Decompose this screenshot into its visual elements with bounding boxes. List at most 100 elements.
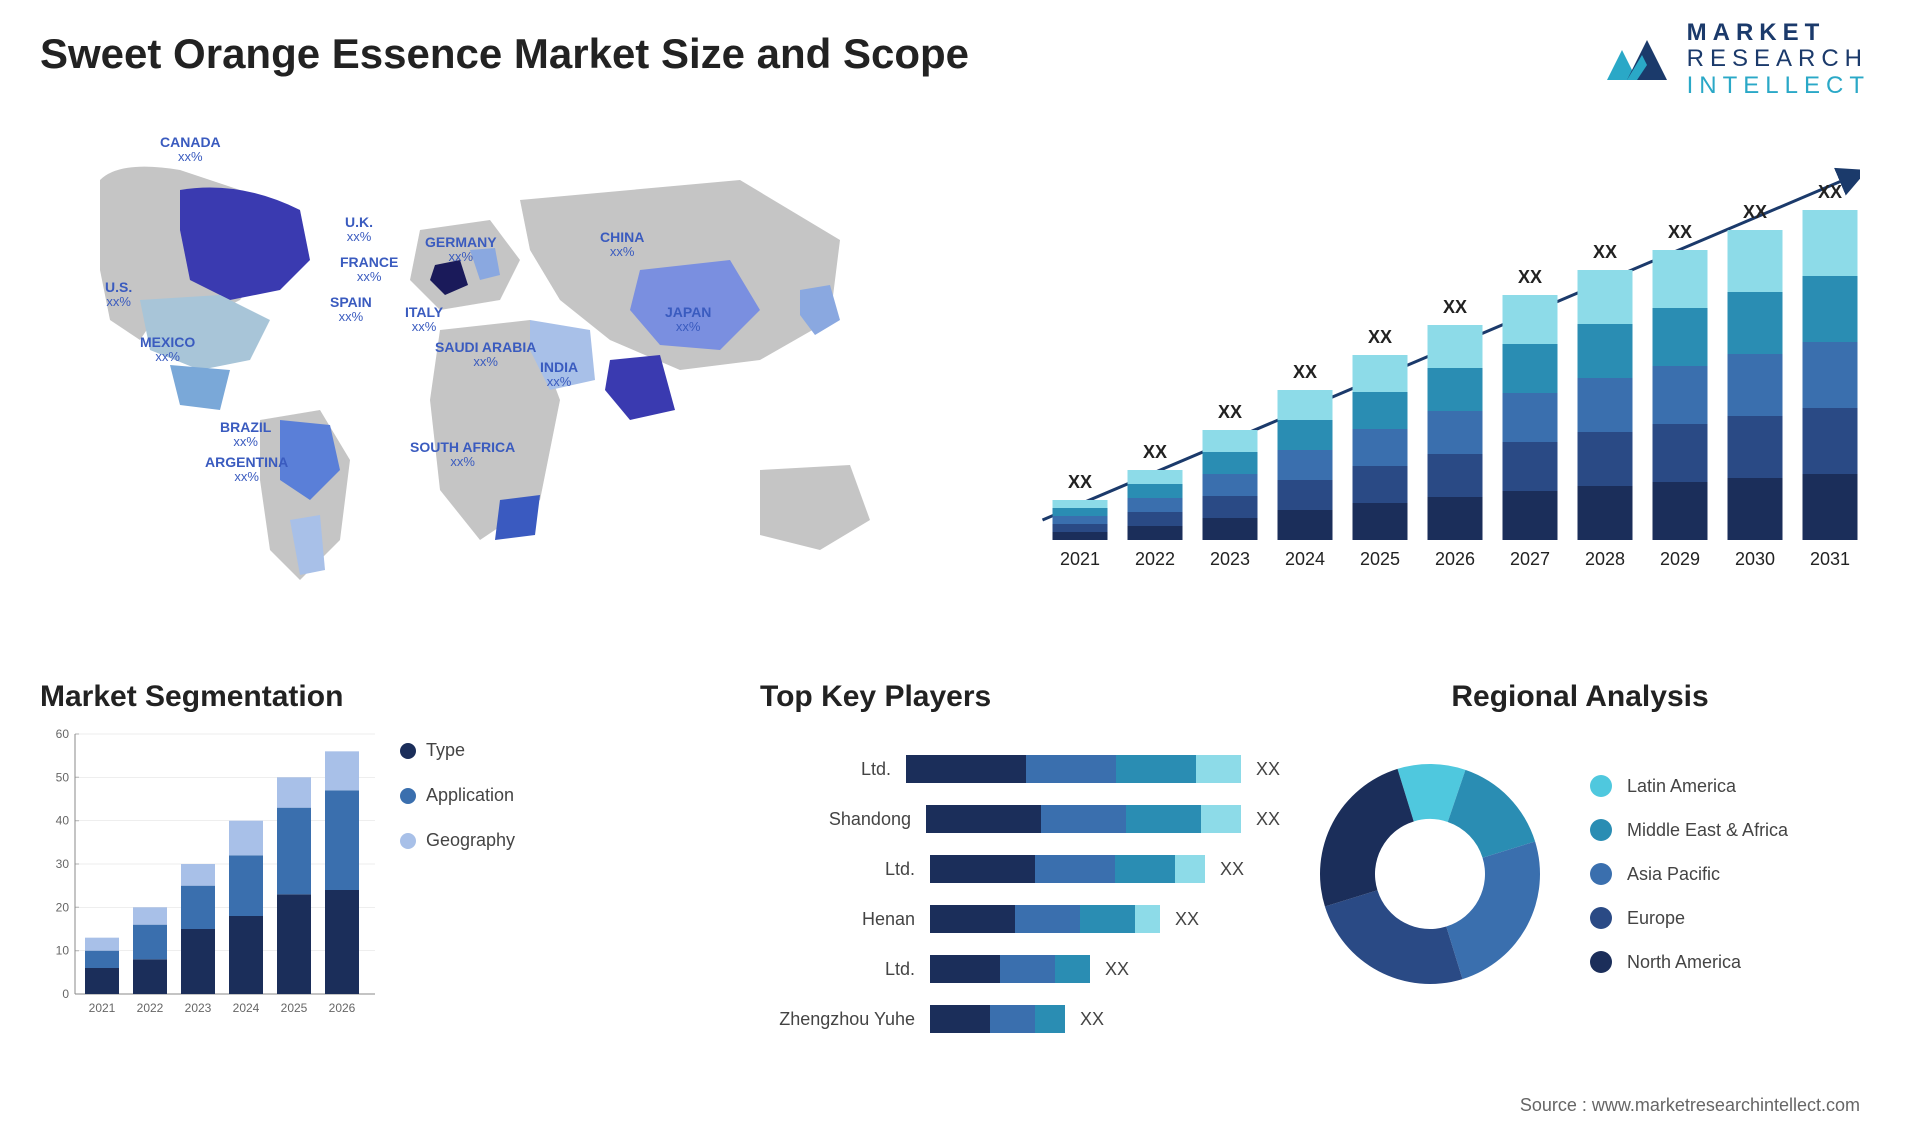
map-label-india: INDIAxx% (540, 360, 578, 390)
market-size-chart: XX 2021 XX 2022 XX 2023 XX 2024 XX 2025 XX 2026 XX 20… (1010, 150, 1860, 580)
svg-text:50: 50 (56, 770, 70, 784)
map-label-mexico: MEXICOxx% (140, 335, 195, 365)
regional-legend-item: Europe (1590, 907, 1788, 929)
svg-text:XX: XX (1143, 442, 1167, 462)
regional-legend-item: Latin America (1590, 775, 1788, 797)
svg-text:40: 40 (56, 814, 70, 828)
key-player-row: Ltd. XX (760, 844, 1280, 894)
key-player-value: XX (1256, 759, 1280, 780)
svg-text:60: 60 (56, 727, 70, 741)
key-player-value: XX (1256, 809, 1280, 830)
key-player-bar (930, 955, 1090, 983)
map-label-argentina: ARGENTINAxx% (205, 455, 288, 485)
source-credit: Source : www.marketresearchintellect.com (1520, 1095, 1860, 1116)
svg-text:XX: XX (1743, 202, 1767, 222)
svg-text:2025: 2025 (1360, 549, 1400, 569)
svg-text:2024: 2024 (1285, 549, 1325, 569)
map-label-spain: SPAINxx% (330, 295, 372, 325)
segmentation-title: Market Segmentation (40, 680, 560, 714)
svg-text:XX: XX (1518, 267, 1542, 287)
key-players-section: Top Key Players Ltd.XXShandongXXLtd.XXHe… (760, 680, 1280, 1044)
regional-legend: Latin America Middle East & Africa Asia Pa… (1590, 775, 1788, 973)
key-player-bar (930, 855, 1205, 883)
key-player-label: Ltd. (760, 759, 906, 780)
key-player-label: Shandong (760, 809, 926, 830)
key-player-value: XX (1220, 859, 1244, 880)
svg-text:2023: 2023 (1210, 549, 1250, 569)
key-player-bar (926, 805, 1241, 833)
page-title: Sweet Orange Essence Market Size and Sco… (40, 30, 969, 78)
svg-text:XX: XX (1293, 362, 1317, 382)
map-label-saudiarabia: SAUDI ARABIAxx% (435, 340, 536, 370)
svg-text:2025: 2025 (281, 1001, 308, 1015)
svg-text:XX: XX (1818, 182, 1842, 202)
key-player-label: Ltd. (760, 859, 930, 880)
logo: MARKET RESEARCH INTELLECT (1602, 20, 1870, 99)
regional-donut-chart (1300, 744, 1560, 1004)
key-player-row: Henan XX (760, 894, 1280, 944)
map-label-us: U.S.xx% (105, 280, 132, 310)
svg-text:2023: 2023 (185, 1001, 212, 1015)
svg-text:XX: XX (1368, 327, 1392, 347)
svg-text:2030: 2030 (1735, 549, 1775, 569)
svg-text:XX: XX (1218, 402, 1242, 422)
key-player-label: Zhengzhou Yuhe (760, 1009, 930, 1030)
map-label-japan: JAPANxx% (665, 305, 711, 335)
svg-text:30: 30 (56, 857, 70, 871)
svg-text:0: 0 (62, 987, 69, 1001)
regional-legend-item: North America (1590, 951, 1788, 973)
map-label-canada: CANADAxx% (160, 135, 221, 165)
svg-text:2026: 2026 (1435, 549, 1475, 569)
svg-text:2021: 2021 (89, 1001, 116, 1015)
segmentation-legend: TypeApplicationGeography (400, 740, 515, 851)
segmentation-legend-item: Geography (400, 830, 515, 851)
svg-text:2024: 2024 (233, 1001, 260, 1015)
svg-text:XX: XX (1668, 222, 1692, 242)
key-player-bar (930, 905, 1160, 933)
world-map: CANADAxx% U.S.xx% MEXICOxx% BRAZILxx% ARGENT… (40, 120, 940, 600)
key-player-value: XX (1105, 959, 1129, 980)
svg-text:2028: 2028 (1585, 549, 1625, 569)
map-label-southafrica: SOUTH AFRICAxx% (410, 440, 515, 470)
svg-text:2026: 2026 (329, 1001, 356, 1015)
key-player-row: Ltd. XX (760, 944, 1280, 994)
regional-legend-item: Middle East & Africa (1590, 819, 1788, 841)
logo-text-3: INTELLECT (1687, 73, 1870, 99)
key-player-label: Henan (760, 909, 930, 930)
map-label-france: FRANCExx% (340, 255, 398, 285)
key-player-bar (930, 1005, 1065, 1033)
svg-text:2029: 2029 (1660, 549, 1700, 569)
svg-text:20: 20 (56, 900, 70, 914)
key-player-value: XX (1175, 909, 1199, 930)
svg-text:2021: 2021 (1060, 549, 1100, 569)
segmentation-chart-svg: 0102030405060202120222023202420252026 (40, 724, 380, 1024)
key-player-label: Ltd. (760, 959, 930, 980)
key-player-row: Shandong XX (760, 794, 1280, 844)
svg-text:10: 10 (56, 944, 70, 958)
key-player-value: XX (1080, 1009, 1104, 1030)
svg-text:2031: 2031 (1810, 549, 1850, 569)
svg-text:XX: XX (1593, 242, 1617, 262)
segmentation-section: Market Segmentation 0 10 20 30 40 50 60 2021 202… (40, 680, 560, 1024)
regional-title: Regional Analysis (1300, 680, 1860, 714)
svg-text:2027: 2027 (1510, 549, 1550, 569)
key-player-row: Ltd. XX (760, 744, 1280, 794)
map-label-germany: GERMANYxx% (425, 235, 497, 265)
segmentation-chart: 0102030405060202120222023202420252026 (40, 724, 380, 1024)
logo-text-2: RESEARCH (1687, 46, 1870, 72)
logo-text-1: MARKET (1687, 20, 1870, 46)
key-player-row: Zhengzhou Yuhe XX (760, 994, 1280, 1044)
key-player-bar (906, 755, 1241, 783)
map-label-china: CHINAxx% (600, 230, 644, 260)
logo-icon (1602, 30, 1672, 90)
map-label-brazil: BRAZILxx% (220, 420, 271, 450)
key-players-chart: Ltd.XXShandongXXLtd.XXHenanXXLtd.XXZheng… (760, 744, 1280, 1044)
map-label-italy: ITALYxx% (405, 305, 443, 335)
svg-text:XX: XX (1068, 472, 1092, 492)
svg-text:2022: 2022 (1135, 549, 1175, 569)
bar-chart-svg: XX 2021 XX 2022 XX 2023 XX 2024 XX 2025 XX 2026 XX 20… (1010, 150, 1860, 580)
regional-section: Regional Analysis Latin America Middle Ea… (1300, 680, 1860, 1004)
svg-text:XX: XX (1443, 297, 1467, 317)
segmentation-legend-item: Type (400, 740, 515, 761)
regional-legend-item: Asia Pacific (1590, 863, 1788, 885)
